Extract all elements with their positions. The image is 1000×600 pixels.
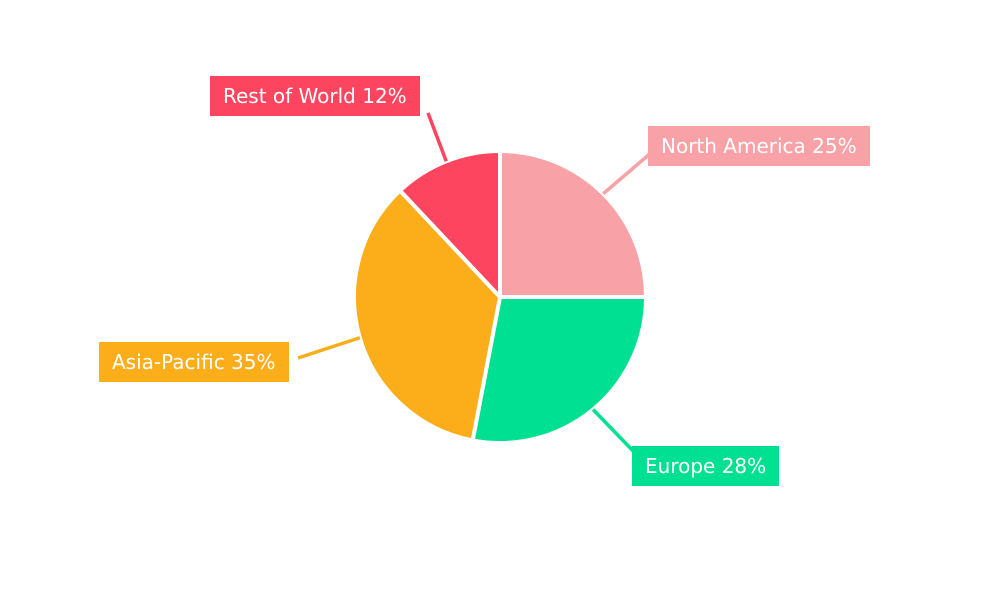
slice-label-europe: Europe 28%: [632, 446, 780, 486]
leader-line-north-america: [602, 150, 654, 196]
slice-label-asia-pacific: Asia-Pacific 35%: [99, 342, 289, 382]
pie-slice-rest-of-world[interactable]: [398, 149, 502, 299]
pie-slice-asia-pacific[interactable]: [352, 188, 502, 443]
slice-label-rest-of-world: Rest of World 12%: [210, 76, 420, 116]
leader-line-asia-pacific: [297, 336, 361, 360]
slice-label-north-america: North America 25%: [648, 126, 870, 166]
pie-slice-north-america[interactable]: [498, 149, 648, 299]
leader-line-europe: [591, 408, 640, 458]
pie-slice-europe[interactable]: [470, 295, 648, 445]
leader-line-rest-of-world: [426, 112, 448, 162]
